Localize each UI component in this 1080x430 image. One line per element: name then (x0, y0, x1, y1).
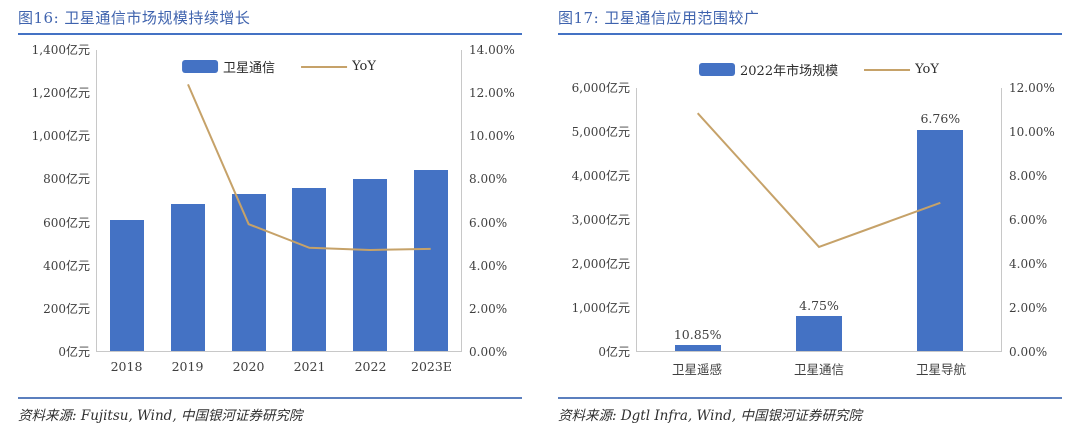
y-axis-left: 6,000亿元 5,000亿元 4,000亿元 3,000亿元 2,000亿元 1,000… (558, 36, 636, 378)
y-axis-left-tick: 200亿元 (43, 301, 90, 316)
line-series-swatch (301, 65, 348, 68)
bar-2018 (110, 219, 145, 351)
y-axis-left-tick: 600亿元 (43, 215, 90, 230)
y-axis-left-tick: 3,000亿元 (571, 213, 630, 227)
figure-17-chart: 6,000亿元 5,000亿元 4,000亿元 3,000亿元 2,000亿元 1,000… (558, 36, 1062, 378)
data-label: 4.75% (799, 297, 839, 313)
figure-16-chart: 1,400亿元 1,200亿元 1,000亿元 800亿元 600亿元 400亿元 200亿… (18, 36, 522, 378)
figure-16-source-note: 资料来源: Fujitsu, Wind, 中国银河证券研究院 (18, 408, 303, 424)
x-axis-label: 卫星通信 (793, 362, 844, 377)
figure-17-source-note: 资料来源: Dgtl Infra, Wind, 中国银河证券研究院 (558, 408, 862, 424)
y-axis-left-tick: 4,000亿元 (571, 169, 630, 183)
y-axis-left-tick: 1,000亿元 (571, 301, 630, 315)
y-axis-right-tick: 4.00% (469, 258, 508, 273)
y-axis-left-tick: 1,400亿元 (31, 43, 90, 57)
y-axis-right: 14.00% 12.00% 10.00% 8.00% 6.00% 4.00% 2.00% 0.… (462, 36, 522, 378)
bar-2019 (171, 203, 205, 351)
bar-卫星遥感 (674, 344, 721, 351)
legend: 卫星通信 YoY (182, 57, 376, 76)
y-axis-right-tick: 12.00% (469, 86, 515, 101)
y-axis-right-tick: 8.00% (1009, 169, 1048, 183)
bar-卫星导航 (917, 129, 964, 351)
y-axis-left-tick: 0亿元 (598, 345, 630, 359)
data-label: 10.85% (673, 326, 722, 342)
x-axis-label: 2021 (293, 359, 326, 374)
plot-area: 卫星通信 YoY (96, 50, 462, 352)
yoy-line-path (698, 113, 941, 247)
yoy-line (97, 50, 461, 351)
legend-item-line-series: YoY (864, 62, 939, 77)
yoy-line-path (188, 84, 431, 250)
bar-2022 (353, 179, 387, 351)
figure-16-source-rule (18, 397, 522, 399)
x-axis-label: 卫星导航 (915, 362, 966, 377)
x-axis-label: 2020 (232, 359, 265, 374)
y-axis-left-tick: 6,000亿元 (571, 81, 630, 95)
y-axis-right-tick: 6.00% (1009, 213, 1048, 227)
bar-2020 (231, 194, 266, 351)
bar-2021 (292, 187, 327, 351)
y-axis-right-tick: 12.00% (1009, 81, 1055, 95)
line-series-label: YoY (352, 59, 376, 74)
y-axis-right-tick: 8.00% (469, 172, 508, 187)
legend: 2022年市场规模 YoY (699, 60, 939, 79)
data-label: 6.76% (920, 110, 961, 126)
figure-17-source-rule (558, 397, 1062, 399)
y-axis-right-tick: 0.00% (469, 345, 508, 359)
y-axis-left-tick: 1,200亿元 (31, 86, 90, 101)
figure-17-title-rule (558, 33, 1062, 35)
x-axis-label: 2019 (171, 359, 204, 374)
bar-卫星通信 (796, 315, 842, 351)
y-axis-left-tick: 400亿元 (43, 258, 90, 273)
figure-16-title: 图16: 卫星通信市场规模持续增长 (18, 9, 251, 27)
bar-series-swatch (699, 63, 736, 76)
y-axis-right-tick: 10.00% (1009, 125, 1055, 139)
figure-16: 图16: 卫星通信市场规模持续增长 1,400亿元 1,200亿元 1,000亿元 8… (18, 9, 522, 424)
x-axis-label: 2018 (110, 359, 143, 374)
y-axis-right-tick: 6.00% (469, 215, 508, 230)
y-axis-left: 1,400亿元 1,200亿元 1,000亿元 800亿元 600亿元 400亿元 200亿… (18, 36, 96, 378)
y-axis-left-tick: 1,000亿元 (31, 129, 90, 144)
y-axis-right-tick: 2.00% (469, 301, 508, 316)
y-axis-left-tick: 800亿元 (43, 172, 90, 187)
x-axis-labels: 卫星遥感 卫星通信 卫星导航 (636, 359, 1002, 378)
plot-column: 10.85% 4.75% 6.76% 2022年市场规模 YoY 卫星遥感 卫星通信 卫星导航 (636, 36, 1002, 378)
x-axis-label: 卫星遥感 (671, 362, 722, 377)
yoy-line (637, 88, 1001, 351)
legend-item-bar-series: 2022年市场规模 (699, 60, 838, 79)
legend-item-line-series: YoY (301, 59, 376, 74)
figure-17-title: 图17: 卫星通信应用范围较广 (558, 9, 760, 27)
y-axis-left-tick: 2,000亿元 (571, 257, 630, 271)
y-axis-left-tick: 5,000亿元 (571, 125, 630, 139)
y-axis-right-tick: 4.00% (1009, 257, 1048, 271)
y-axis-right-tick: 0.00% (1009, 345, 1048, 359)
bar-series-label: 卫星通信 (223, 61, 276, 76)
figure-17: 图17: 卫星通信应用范围较广 6,000亿元 5,000亿元 4,000亿元 3,0… (540, 0, 1080, 430)
legend-item-bar-series: 卫星通信 (182, 57, 275, 76)
x-axis-labels: 2018 2019 2020 2021 2022 2023E (96, 359, 462, 374)
x-axis-label: 2023E (411, 359, 452, 374)
line-series-label: YoY (915, 62, 939, 77)
plot-area: 10.85% 4.75% 6.76% 2022年市场规模 YoY (636, 62, 1002, 352)
bar-series-label: 2022年市场规模 (740, 64, 839, 79)
plot-column: 卫星通信 YoY 2018 2019 2020 2021 2022 2023E (96, 36, 462, 378)
y-axis-right: 12.00% 10.00% 8.00% 6.00% 4.00% 2.00% 0.00% (1002, 36, 1062, 378)
y-axis-right-tick: 14.00% (469, 43, 515, 57)
y-axis-left-tick: 0亿元 (58, 345, 90, 359)
line-series-swatch (864, 68, 911, 71)
x-axis-label: 2022 (354, 359, 387, 374)
y-axis-right-tick: 10.00% (469, 129, 515, 144)
bar-series-swatch (182, 60, 219, 73)
y-axis-right-tick: 2.00% (1009, 301, 1048, 315)
figure-16-title-rule (18, 33, 522, 35)
bar-2023E (413, 170, 448, 351)
